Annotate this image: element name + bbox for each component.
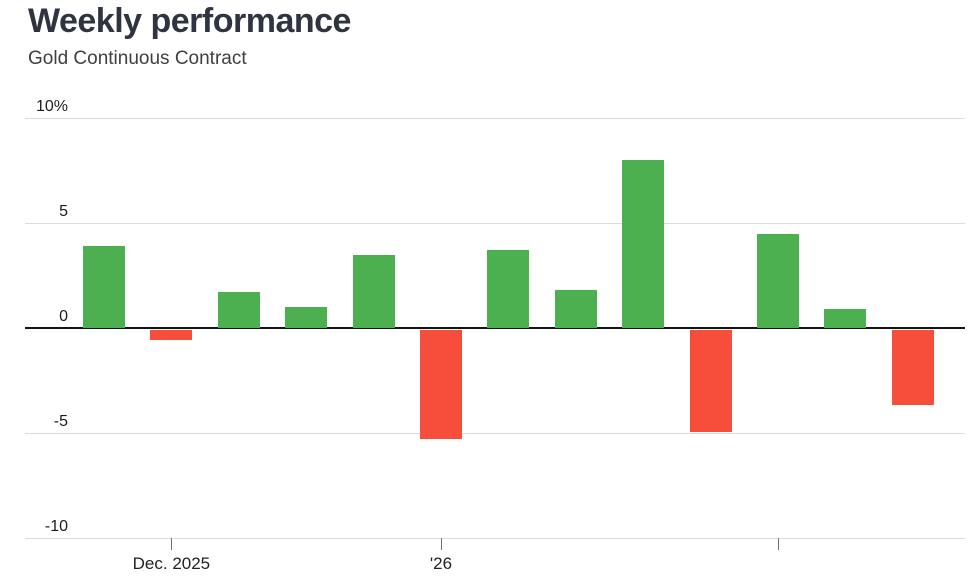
bar-week-2 [150, 329, 193, 340]
bar-week-8 [554, 290, 597, 328]
y-axis-label: 10% [35, 98, 68, 115]
x-axis-label: '26 [429, 554, 453, 573]
x-axis-tick [441, 538, 442, 550]
zero-axis-line [25, 327, 965, 329]
bar-week-3 [217, 292, 260, 328]
bar-week-7 [487, 250, 530, 328]
gridline [25, 117, 965, 119]
chart-subtitle: Gold Continuous Contract [28, 48, 247, 70]
bar-week-4 [285, 307, 328, 328]
gridline [25, 537, 965, 539]
bar-week-5 [352, 254, 395, 328]
bar-week-12 [824, 309, 867, 328]
bar-week-11 [757, 233, 799, 328]
chart-title: Weekly performance [28, 2, 351, 40]
y-axis-label: -10 [44, 518, 68, 535]
bar-week-1 [83, 246, 125, 328]
bar-week-9 [622, 160, 665, 328]
gridline [25, 432, 965, 434]
gridline [25, 222, 965, 224]
y-axis-label: 5 [59, 203, 68, 220]
x-axis-tick [171, 538, 173, 550]
x-axis-label: Dec. 2025 [132, 554, 211, 573]
y-axis-label: 0 [59, 308, 68, 325]
chart-header: Weekly performance Gold Continuous Contr… [28, 2, 351, 70]
bar-week-6 [420, 329, 462, 439]
y-axis-label: -5 [53, 413, 68, 430]
bar-week-13 [891, 329, 934, 406]
x-axis-tick [778, 538, 779, 550]
bar-week-10 [689, 329, 732, 433]
